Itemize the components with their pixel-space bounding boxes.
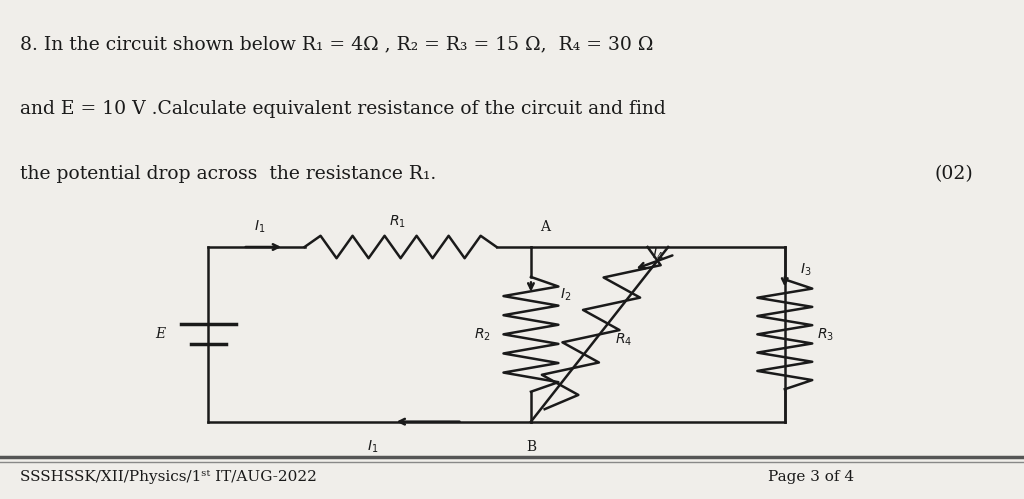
Text: the potential drop across  the resistance R₁.: the potential drop across the resistance… [20,165,436,183]
Text: (02): (02) [934,165,973,183]
Text: and E = 10 V .Calculate equivalent resistance of the circuit and find: and E = 10 V .Calculate equivalent resis… [20,100,667,118]
Text: $R_3$: $R_3$ [817,326,835,342]
Text: $R_4$: $R_4$ [615,331,632,347]
Text: Page 3 of 4: Page 3 of 4 [768,470,854,484]
Text: $R_2$: $R_2$ [474,326,492,342]
Text: $I_1$: $I_1$ [368,439,379,455]
Text: $R_1$: $R_1$ [389,214,406,230]
Text: $I_3$: $I_3$ [800,261,811,277]
Text: SSSHSSK/XII/Physics/1ˢᵗ IT/AUG-2022: SSSHSSK/XII/Physics/1ˢᵗ IT/AUG-2022 [20,470,317,484]
Text: $I_2$: $I_2$ [559,286,571,302]
Text: B: B [526,440,536,454]
Text: E: E [156,327,166,341]
Text: $I_1$: $I_1$ [254,219,265,235]
Text: 8. In the circuit shown below R₁ = 4Ω , R₂ = R₃ = 15 Ω,  R₄ = 30 Ω: 8. In the circuit shown below R₁ = 4Ω , … [20,35,654,53]
Text: $I_4$: $I_4$ [652,247,664,262]
Text: A: A [540,220,550,234]
